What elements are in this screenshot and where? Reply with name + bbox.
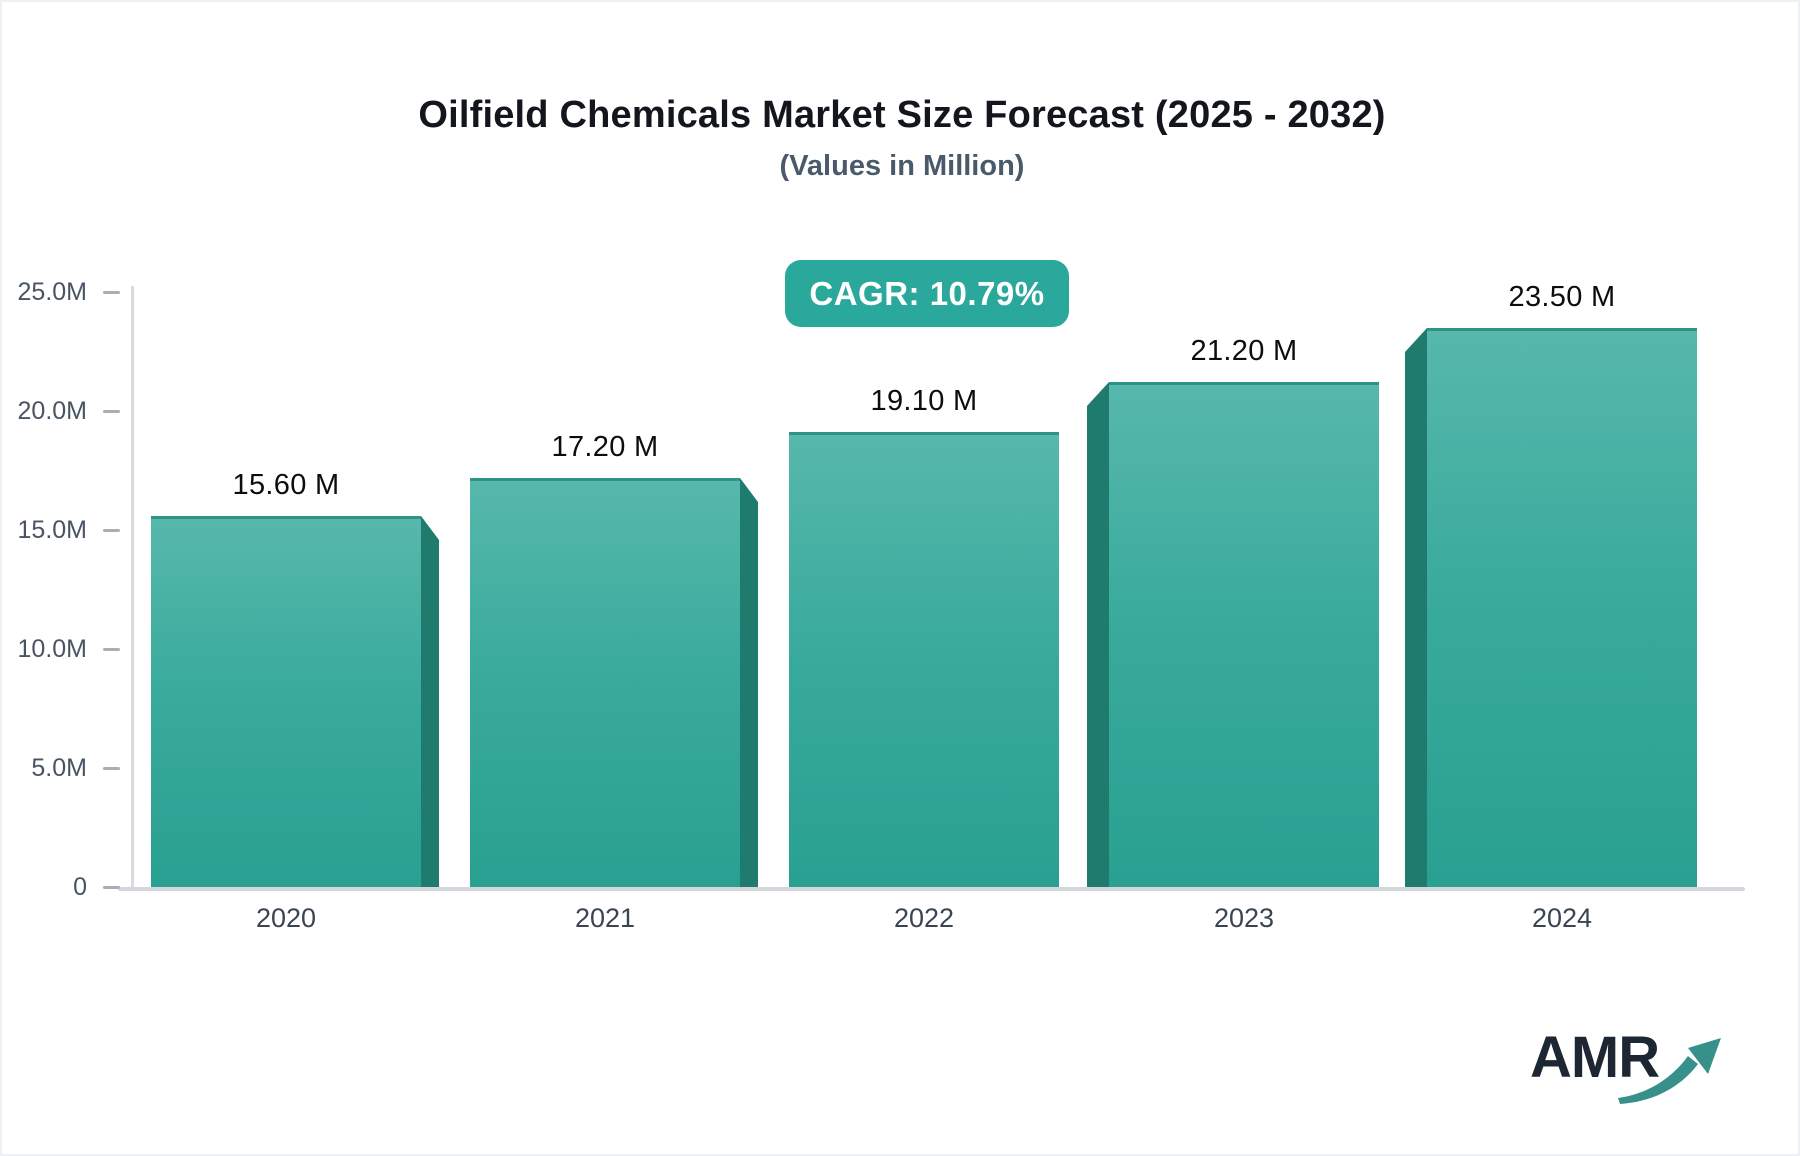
y-axis-tick xyxy=(103,291,120,294)
bar-2021 xyxy=(470,478,740,887)
y-axis-tick-label: 15.0M xyxy=(17,516,87,544)
y-axis-tick-label: 10.0M xyxy=(17,635,87,663)
chart-subtitle: (Values in Million) xyxy=(779,150,1025,182)
bar-side-face xyxy=(1405,328,1427,887)
bar-2024 xyxy=(1427,328,1697,887)
y-axis-tick xyxy=(103,648,120,651)
growth-arrow-icon xyxy=(1618,1038,1721,1104)
y-axis-tick-label: 5.0M xyxy=(31,754,87,782)
x-axis-label: 2022 xyxy=(893,903,955,933)
y-axis-tick xyxy=(103,767,120,770)
bar-value-label: 17.20 M xyxy=(551,431,659,463)
bar-value-label: 15.60 M xyxy=(232,469,340,501)
y-axis-tick xyxy=(103,410,120,413)
cagr-badge: CAGR: 10.79% xyxy=(785,260,1069,327)
bar-side-face xyxy=(740,478,758,887)
bar-value-label: 19.10 M xyxy=(870,385,978,417)
amr-logo: AMR xyxy=(1530,1024,1730,1114)
x-axis-label: 2021 xyxy=(574,903,636,933)
y-axis-tick-label: 0 xyxy=(73,873,87,901)
amr-logo-text: AMR xyxy=(1530,1025,1660,1090)
bar-2023 xyxy=(1109,382,1379,887)
y-axis-line xyxy=(131,286,134,890)
bar-2020 xyxy=(151,516,421,887)
y-axis-tick xyxy=(103,886,120,889)
bar-value-label: 21.20 M xyxy=(1190,335,1298,367)
x-axis-line xyxy=(118,887,1745,891)
x-axis-label: 2024 xyxy=(1531,903,1593,933)
bar-2022 xyxy=(789,432,1059,887)
chart-title: Oilfield Chemicals Market Size Forecast … xyxy=(418,94,1386,136)
x-axis-label: 2020 xyxy=(255,903,317,933)
bar-value-label: 23.50 M xyxy=(1508,281,1616,313)
y-axis-tick-label: 20.0M xyxy=(17,397,87,425)
bar-side-face xyxy=(1087,382,1109,887)
y-axis-tick-label: 25.0M xyxy=(17,278,87,306)
x-axis-label: 2023 xyxy=(1213,903,1275,933)
y-axis-tick xyxy=(103,529,120,532)
bar-side-face xyxy=(421,516,439,887)
